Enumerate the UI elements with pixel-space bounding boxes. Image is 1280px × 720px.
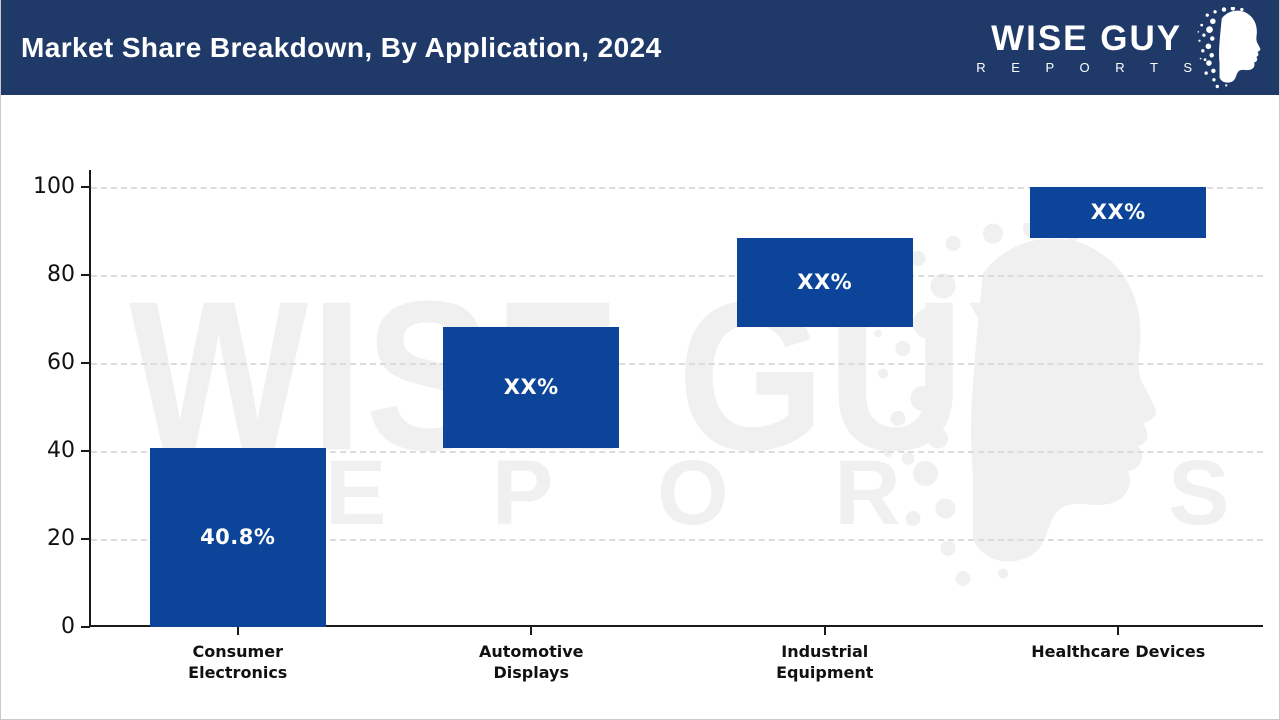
brand-logo: WISE GUY R E P O R T S <box>970 6 1263 89</box>
brand-subname: R E P O R T S <box>976 59 1203 75</box>
bar-automotive-displays: XX% <box>443 327 620 448</box>
y-axis-tick-label: 40 <box>47 438 75 464</box>
y-axis-tick-mark <box>81 274 90 277</box>
y-axis-tick-mark <box>81 362 90 365</box>
y-axis-tick-label: 80 <box>47 262 75 288</box>
y-axis-tick-label: 100 <box>33 174 75 200</box>
gridline-60 <box>91 363 1263 366</box>
x-axis-category-label-healthcare-devices: Healthcare Devices <box>1031 642 1206 661</box>
brand-face-icon <box>1197 6 1261 88</box>
chart-area: WISE GUY R E P O R T S 0 20 40 60 80 100 40.8%… <box>1 95 1279 719</box>
header-banner: Market Share Breakdown, By Application, … <box>1 0 1279 95</box>
y-axis-tick-label: 0 <box>61 614 75 639</box>
gridline-80 <box>91 275 1263 278</box>
y-axis-tick-label: 60 <box>47 350 75 376</box>
y-axis-tick-mark <box>81 538 90 541</box>
bar-healthcare-devices: XX% <box>1030 187 1207 238</box>
y-axis-tick-mark <box>81 186 90 189</box>
x-axis-category-label-automotive-displays: Automotive Displays <box>479 642 584 682</box>
y-axis-tick-mark <box>81 626 90 628</box>
bar-value-label: XX% <box>1090 200 1146 225</box>
bar-industrial-equipment: XX% <box>736 237 913 328</box>
brand-logo-text: WISE GUY R E P O R T S <box>970 21 1203 75</box>
gridline-100 <box>91 187 1263 190</box>
x-axis-tick-mark <box>1117 627 1120 635</box>
bar-consumer-electronics: 40.8% <box>149 447 326 627</box>
plot-area: 0 20 40 60 80 100 40.8% Consumer Electronics XX%… <box>33 170 1263 682</box>
x-axis-category-label-consumer-electronics: Consumer Electronics <box>188 642 288 682</box>
page-title: Market Share Breakdown, By Application, … <box>21 31 662 63</box>
x-axis-category-label-industrial-equipment: Industrial Equipment <box>776 642 874 682</box>
bar-value-label: 40.8% <box>200 525 276 550</box>
gridline-40 <box>91 451 1263 454</box>
y-axis-tick-mark <box>81 450 90 453</box>
x-axis-tick-mark <box>236 627 239 635</box>
bar-value-label: XX% <box>797 270 853 295</box>
x-axis-tick-mark <box>823 627 826 635</box>
gridline-20 <box>91 539 1263 542</box>
x-axis-tick-mark <box>530 627 533 635</box>
brand-name: WISE GUY <box>991 18 1183 58</box>
bar-value-label: XX% <box>503 375 559 400</box>
y-axis-tick-label: 20 <box>47 526 75 552</box>
